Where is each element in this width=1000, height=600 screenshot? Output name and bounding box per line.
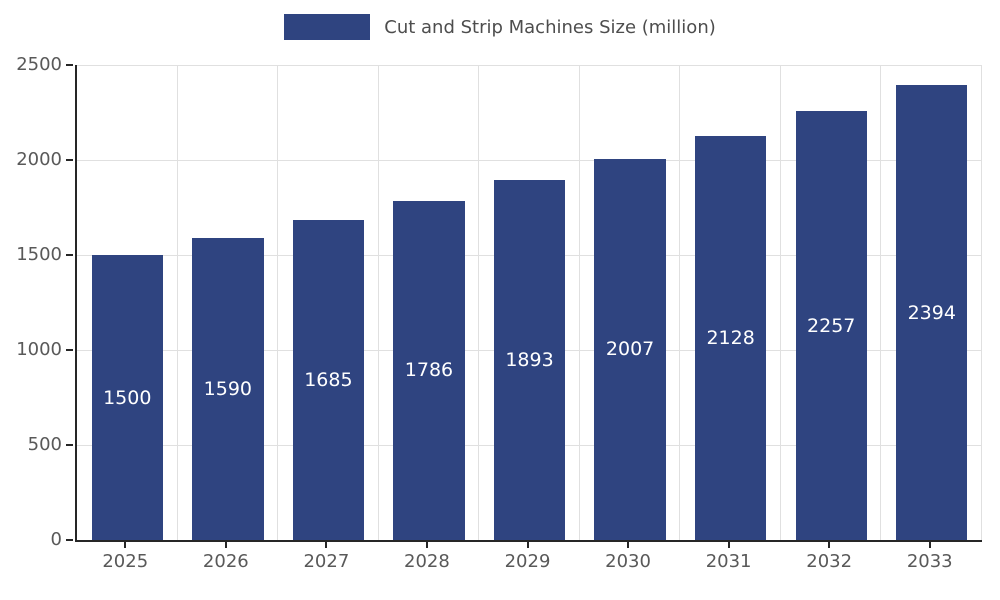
bar-value-label: 2257 — [807, 314, 856, 337]
bar-slot: 2007 — [580, 65, 681, 540]
x-tick-mark — [325, 542, 328, 548]
bar-value-label: 2128 — [706, 326, 755, 349]
x-tick-mark — [928, 542, 931, 548]
bar-value-label: 1500 — [103, 386, 152, 409]
y-tick-label: 0 — [50, 529, 62, 550]
bar-value-label: 2394 — [907, 301, 956, 324]
x-tick-label: 2033 — [906, 551, 953, 572]
legend-swatch — [284, 14, 371, 40]
bar-value-label: 1685 — [304, 368, 353, 391]
v-gridline — [880, 65, 882, 540]
bar: 1786 — [393, 200, 465, 540]
y-tick-label: 500 — [27, 434, 62, 455]
x-tick-mark — [727, 542, 730, 548]
x-tick-label: 2026 — [202, 551, 249, 572]
x-tick-label: 2029 — [504, 551, 551, 572]
v-gridline — [478, 65, 480, 540]
bar: 1893 — [493, 180, 566, 540]
x-tick-label: 2031 — [705, 551, 752, 572]
bar-slot: 2257 — [781, 65, 882, 540]
y-tick-label: 2000 — [16, 149, 62, 170]
x-tick-mark — [425, 542, 428, 548]
bars-layer: 1500 1590 1685 1786 1893 2007 2128 2257 2394 — [77, 65, 982, 540]
y-tick-mark — [66, 254, 73, 256]
bar: 2007 — [594, 158, 666, 540]
legend: Cut and Strip Machines Size (million) — [0, 14, 1000, 40]
bar-slot: 1893 — [479, 65, 580, 540]
x-tick-mark — [627, 542, 630, 548]
x-tick-mark — [828, 542, 831, 548]
x-tick-label: 2032 — [806, 551, 853, 572]
x-tick-mark — [124, 542, 127, 548]
x-tick-mark — [526, 542, 529, 548]
v-gridline — [779, 65, 781, 540]
bar-value-label: 1893 — [505, 349, 554, 372]
v-gridline — [377, 65, 379, 540]
h-gridline — [77, 65, 982, 66]
bar-value-label: 1786 — [404, 359, 454, 382]
bar-slot: 1500 — [77, 65, 178, 540]
bar: 2257 — [795, 111, 867, 540]
v-gridline — [176, 65, 178, 540]
bar: 2128 — [694, 135, 767, 540]
y-tick-mark — [66, 444, 73, 446]
bar-value-label: 1590 — [203, 377, 253, 400]
x-axis-tick-labels: 2025 2026 2027 2028 2029 2030 2031 2032 2033 — [75, 551, 980, 581]
y-tick-mark — [66, 539, 73, 541]
y-axis-tick-labels: 0 500 1000 1500 2000 2500 — [0, 54, 62, 550]
v-gridline — [981, 65, 982, 540]
x-tick-label: 2027 — [303, 551, 350, 572]
v-gridline — [679, 65, 681, 540]
h-gridline — [77, 160, 982, 161]
x-tick-label: 2028 — [404, 551, 450, 572]
bar-slot: 2394 — [882, 65, 983, 540]
plot-area: 1500 1590 1685 1786 1893 2007 2128 2257 2394 — [75, 65, 982, 542]
y-tick-mark — [66, 349, 73, 351]
bar-slot: 2128 — [680, 65, 781, 540]
y-tick-label: 1500 — [16, 244, 62, 265]
bar-slot: 1685 — [278, 65, 379, 540]
x-tick-label: 2030 — [605, 551, 651, 572]
x-tick-label: 2025 — [102, 551, 149, 572]
bar-slot: 1786 — [379, 65, 480, 540]
y-tick-label: 1000 — [16, 339, 62, 360]
y-tick-mark — [66, 159, 73, 161]
bar: 1590 — [192, 237, 264, 540]
y-tick-label: 2500 — [16, 54, 62, 75]
bar: 1685 — [292, 219, 365, 540]
bar-slot: 1590 — [178, 65, 279, 540]
y-tick-mark — [66, 64, 73, 66]
bar-value-label: 2007 — [605, 338, 655, 361]
v-gridline — [277, 65, 279, 540]
bar: 1500 — [91, 255, 163, 540]
legend-label: Cut and Strip Machines Size (million) — [384, 16, 716, 38]
v-gridline — [578, 65, 580, 540]
x-tick-mark — [224, 542, 227, 548]
bar: 2394 — [896, 85, 968, 540]
